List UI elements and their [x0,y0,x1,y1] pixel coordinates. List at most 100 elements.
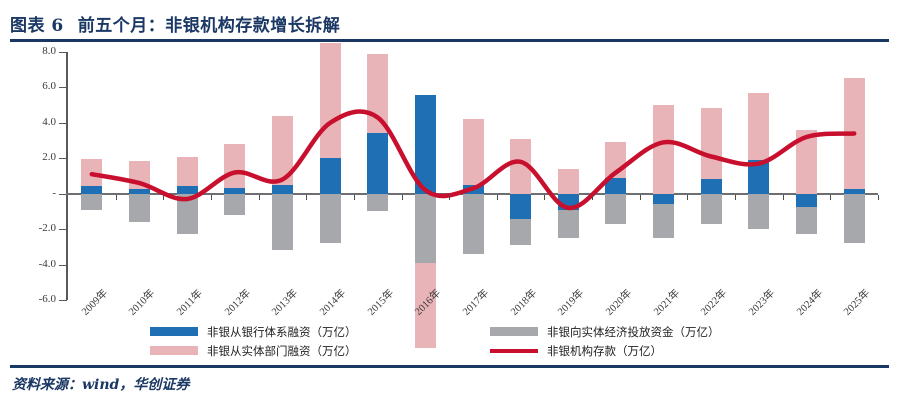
bar-real-economy-funding [462,193,484,254]
bar-real-economy-funding [605,193,627,224]
y-axis [66,52,68,300]
bar-real-economy-funding [653,204,675,238]
y-tick-label: 4.0 [42,115,56,128]
source-note: 资料来源：wind，华创证券 [12,377,190,393]
y-tick [59,122,67,124]
figure-number: 图表 6 [10,15,64,36]
legend-label-real-sector-financing: 非银从实体部门融资（万亿） [207,343,357,358]
bar-bank-financing [843,189,865,194]
bar-bank-financing [414,94,436,194]
bar-real-sector-financing [510,138,532,194]
y-tick [59,229,67,231]
bar-real-sector-financing [176,157,198,186]
x-tick [878,194,879,200]
x-tick [830,194,832,200]
x-tick [258,194,260,200]
bar-real-economy-funding [271,193,293,251]
bar-bank-financing [81,185,103,194]
bar-bank-financing [128,189,150,194]
y-tick-label: 2.0 [42,151,56,164]
x-tick [353,194,355,200]
bar-bank-financing [653,193,675,205]
x-tick [496,194,498,200]
legend-swatch-real-economy-funding [490,327,538,336]
y-tick-label: -6.0 [38,293,56,305]
bar-real-sector-financing [271,115,293,185]
bar-bank-financing [271,184,293,194]
bar-bank-financing [796,193,818,207]
bar-real-economy-funding [319,193,341,244]
bar-bank-financing [700,178,722,194]
x-tick [115,194,117,200]
bar-bank-financing [319,158,341,194]
y-tick-label: -2.0 [38,222,56,235]
y-tick [59,264,67,266]
bar-real-economy-funding [843,193,865,244]
footer-divider [10,365,889,368]
y-tick [59,87,67,89]
x-tick [163,194,165,200]
legend-item-real-economy-funding: 非银向实体经济投放资金（万亿） [490,324,890,340]
y-tick-label: 8.0 [42,45,56,57]
x-tick [782,194,784,200]
legend-item-bank-financing: 非银从银行体系融资（万亿） [150,324,480,340]
line-nonbank-deposits [89,109,857,211]
page-title: 前五个月：非银机构存款增长拆解 [77,15,341,36]
y-tick [59,52,67,53]
y-tick [59,158,67,160]
y-tick [59,300,67,301]
bar-real-sector-financing [700,107,722,179]
bar-real-sector-financing [653,105,675,194]
bar-bank-financing [224,188,246,194]
bar-bank-financing [176,185,198,194]
bar-real-economy-funding [557,209,579,238]
bar-real-sector-financing [557,168,579,194]
x-tick [592,194,594,200]
bar-real-sector-financing [748,92,770,161]
chart-canvas: 8.0 6.0 4.0 2.0- -2.0 -4.0 -6.0 2009年 2010年 2011… [0,43,899,348]
bar-bank-financing [510,193,532,219]
bar-real-economy-funding [796,207,818,234]
legend-swatch-bank-financing [150,327,198,336]
x-tick [449,194,451,200]
y-tick-label: - [52,186,56,199]
legend-label-bank-financing: 非银从银行体系融资（万亿） [207,324,357,339]
y-tick [59,193,67,195]
x-tick [306,194,308,200]
bar-real-economy-funding [748,193,770,230]
bar-real-sector-financing [224,144,246,189]
bar-real-economy-funding [700,193,722,224]
bar-real-economy-funding [510,218,532,246]
x-tick [687,194,689,200]
y-tick-label: -4.0 [38,257,56,270]
bar-real-sector-financing [462,119,484,185]
legend-swatch-real-sector-financing [150,346,198,355]
legend-item-real-sector-financing: 非银从实体部门融资（万亿） [150,343,480,359]
x-tick [735,194,737,200]
bar-real-economy-funding [176,193,198,235]
bar-real-economy-funding [367,193,389,212]
y-tick-label: 6.0 [42,80,56,93]
bar-real-sector-financing [796,129,818,194]
bar-real-economy-funding [81,193,103,210]
bar-real-economy-funding [414,193,436,263]
legend-swatch-nonbank-deposits [490,348,538,353]
title-divider [10,39,889,42]
figure-header: 图表 6 前五个月：非银机构存款增长拆解 [10,6,889,40]
chart-legend: 非银从银行体系融资（万亿） 非银向实体经济投放资金（万亿） 非银从实体部门融资（… [150,322,890,362]
bar-bank-financing [605,177,627,194]
x-tick [401,194,403,200]
bar-bank-financing [748,160,770,194]
bar-real-sector-financing [414,262,436,348]
x-tick [639,194,641,200]
legend-item-nonbank-deposits: 非银机构存款（万亿） [490,343,890,359]
bar-bank-financing [367,133,389,194]
bar-real-economy-funding [128,193,150,223]
legend-label-nonbank-deposits: 非银机构存款（万亿） [547,343,662,358]
legend-label-real-economy-funding: 非银向实体经济投放资金（万亿） [547,324,720,339]
x-tick [210,194,212,200]
line-series-layer [89,109,857,211]
bar-real-economy-funding [224,193,246,215]
x-tick [544,194,546,200]
